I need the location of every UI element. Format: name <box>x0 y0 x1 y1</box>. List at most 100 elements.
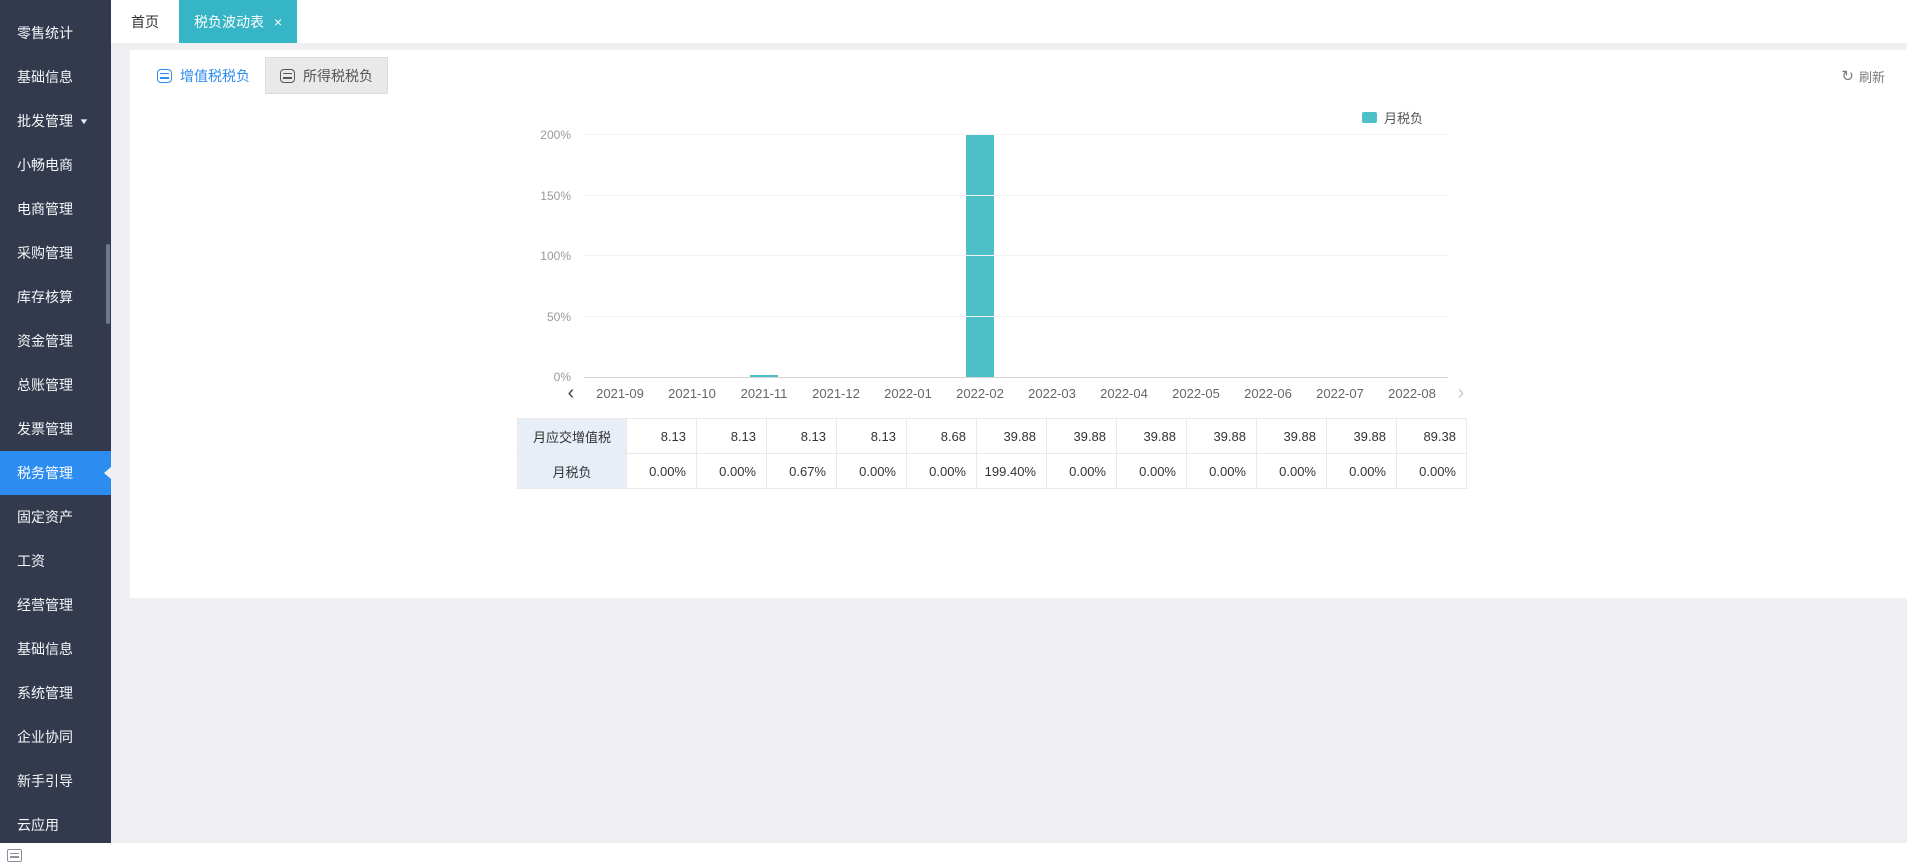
chart-next-icon[interactable]: › <box>1457 382 1465 404</box>
sidebar-item-label: 新手引导 <box>17 773 73 789</box>
table-cell: 8.13 <box>626 418 697 454</box>
tab-vat-label: 增值税税负 <box>180 67 250 84</box>
bar-series <box>584 134 1448 377</box>
table-cell: 8.13 <box>696 418 767 454</box>
bar-slot <box>1232 135 1304 377</box>
sidebar-item[interactable]: 资金管理 <box>0 319 111 363</box>
sidebar: 零售统计 基础信息 批发管理 ▼ 小畅电商 电商管理 采购管理 库存核算 资金管理 总账管理 发票管… <box>0 0 111 843</box>
sidebar-item-label: 零售统计 <box>17 25 73 41</box>
tab-income-tax-burden[interactable]: 所得税税负 <box>265 57 388 94</box>
legend-label: 月税负 <box>1384 111 1424 126</box>
table-cell: 0.67% <box>766 453 837 489</box>
sidebar-item[interactable]: 基础信息 <box>0 627 111 671</box>
sidebar-item-label: 税务管理 <box>17 465 73 481</box>
sidebar-item[interactable]: 新手引导 <box>0 759 111 803</box>
sidebar-scrollbar[interactable] <box>106 244 110 324</box>
bar-slot <box>1304 135 1376 377</box>
table-cell: 199.40% <box>976 453 1047 489</box>
bar-slot <box>584 135 656 377</box>
tab-vat-tax-burden[interactable]: 增值税税负 <box>142 57 265 94</box>
tax-burden-panel: 增值税税负 所得税税负 ↻ 刷新 月税负 0% 50% 100% 150% 200% ‹… <box>130 50 1907 598</box>
legend-swatch <box>1362 112 1377 123</box>
table-cell: 0.00% <box>1326 453 1397 489</box>
gridline <box>584 255 1448 256</box>
table-cell: 8.68 <box>906 418 977 454</box>
collapse-sidebar-icon[interactable] <box>7 848 22 862</box>
sidebar-item[interactable]: 电商管理 <box>0 187 111 231</box>
table-cell: 8.13 <box>836 418 907 454</box>
y-axis-tick: 200% <box>540 128 571 142</box>
sidebar-item[interactable]: 税务管理 <box>0 451 111 495</box>
table-row: 月应交增值税 8.13 8.13 8.13 8.13 8.68 39.88 39.88 39.8… <box>517 418 1467 454</box>
table-cell: 39.88 <box>1186 418 1257 454</box>
sidebar-item[interactable]: 总账管理 <box>0 363 111 407</box>
sidebar-item-label: 工资 <box>17 553 45 569</box>
sidebar-item-label: 经营管理 <box>17 597 73 613</box>
chart-legend[interactable]: 月税负 <box>1362 108 1423 127</box>
bar-slot <box>872 135 944 377</box>
sidebar-item[interactable]: 零售统计 <box>0 11 111 55</box>
gridline <box>584 194 1448 196</box>
refresh-label: 刷新 <box>1858 70 1885 85</box>
x-axis-label: 2022-07 <box>1316 386 1364 401</box>
bar-slot <box>800 135 872 377</box>
sidebar-item-label: 小畅电商 <box>17 157 73 173</box>
sidebar-item[interactable]: 系统管理 <box>0 671 111 715</box>
sidebar-item[interactable]: 企业协同 <box>0 715 111 759</box>
bar-slot <box>1088 135 1160 377</box>
bar-slot <box>1016 135 1088 377</box>
sidebar-item-label: 库存核算 <box>17 289 73 305</box>
sidebar-item-label: 资金管理 <box>17 333 73 349</box>
x-axis-labels: 2021-09 2021-10 2021-11 2021-12 2022-01 2022-… <box>584 386 1448 401</box>
sidebar-item-label: 总账管理 <box>17 377 73 393</box>
table-row-header: 月税负 <box>517 453 627 489</box>
table-cell: 0.00% <box>1046 453 1117 489</box>
tab-active-label: 税负波动表 <box>194 13 264 30</box>
sidebar-item-label: 系统管理 <box>17 685 73 701</box>
income-tax-icon <box>280 68 295 83</box>
table-cell: 39.88 <box>1326 418 1397 454</box>
bar-slot <box>944 134 1016 377</box>
chart-prev-icon[interactable]: ‹ <box>567 382 575 404</box>
panel-tabs: 增值税税负 所得税税负 <box>142 57 388 94</box>
sidebar-item-label: 云应用 <box>17 817 59 833</box>
sidebar-item-label: 采购管理 <box>17 245 73 261</box>
sidebar-item-label: 基础信息 <box>17 641 73 657</box>
table-cell: 0.00% <box>1256 453 1327 489</box>
sidebar-item[interactable]: 云应用 <box>0 803 111 847</box>
tab-home[interactable]: 首页 <box>131 13 159 30</box>
sidebar-item[interactable]: 库存核算 <box>0 275 111 319</box>
footer-strip <box>0 843 1907 867</box>
refresh-button[interactable]: ↻ 刷新 <box>1841 67 1885 86</box>
tab-tax-fluctuation[interactable]: 税负波动表 × <box>179 0 298 43</box>
table-cell: 0.00% <box>906 453 977 489</box>
sidebar-item[interactable]: 固定资产 <box>0 495 111 539</box>
bar-slot <box>656 135 728 377</box>
y-axis-tick: 100% <box>540 249 571 263</box>
x-axis-label: 2022-02 <box>956 386 1004 401</box>
tab-close-icon[interactable]: × <box>274 13 283 30</box>
x-axis-label: 2021-09 <box>596 386 644 401</box>
sidebar-item-label: 企业协同 <box>17 729 73 745</box>
gridline <box>584 315 1448 317</box>
x-axis-label: 2022-01 <box>884 386 932 401</box>
gridline <box>584 134 1448 135</box>
x-axis-label: 2022-03 <box>1028 386 1076 401</box>
bar-slot <box>1160 135 1232 377</box>
sidebar-item[interactable]: 小畅电商 <box>0 143 111 187</box>
y-axis-tick: 50% <box>546 309 571 324</box>
tab-income-label: 所得税税负 <box>303 67 373 84</box>
bar[interactable] <box>750 375 778 377</box>
sidebar-item[interactable]: 经营管理 <box>0 583 111 627</box>
table-cell: 0.00% <box>836 453 907 489</box>
sidebar-item[interactable]: 基础信息 <box>0 55 111 99</box>
sidebar-item[interactable]: 发票管理 <box>0 407 111 451</box>
sidebar-item-label: 固定资产 <box>17 509 73 525</box>
y-axis-tick: 150% <box>540 188 571 203</box>
sidebar-item[interactable]: 批发管理 ▼ <box>0 99 111 143</box>
table-cell: 8.13 <box>766 418 837 454</box>
refresh-icon: ↻ <box>1841 68 1854 85</box>
sidebar-item[interactable]: 工资 <box>0 539 111 583</box>
sidebar-item[interactable]: 采购管理 <box>0 231 111 275</box>
table-cell: 0.00% <box>1116 453 1187 489</box>
